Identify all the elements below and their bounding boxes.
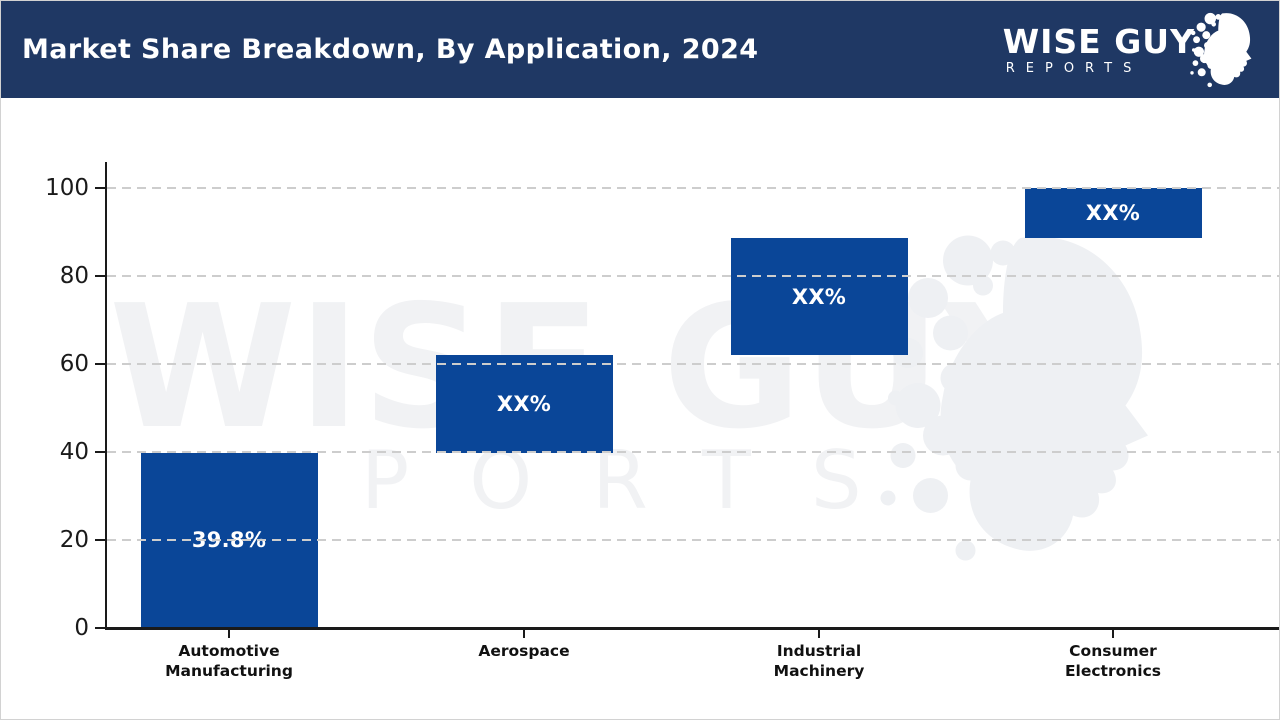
x-tick-mark [228,630,230,638]
bar-value-label: XX% [791,284,847,309]
wise-guy-reports-logo: WISE GUY REPORTS [1003,9,1267,91]
x-tick-mark [523,630,525,638]
chart-header: Market Share Breakdown, By Application, … [1,1,1279,98]
y-tick-label: 20 [59,527,89,553]
x-category-label: Automotive Manufacturing [165,642,293,680]
bar-value-label: XX% [1085,201,1141,226]
x-tick-mark [818,630,820,638]
gridline-y60 [107,363,1279,365]
logo-text: WISE GUY REPORTS [1003,25,1195,76]
y-tick-mark [95,363,105,365]
gridline-y80 [107,275,1279,277]
chart-title: Market Share Breakdown, By Application, … [22,34,759,65]
gridline-y100 [107,187,1279,189]
bar-industrial-machinery: XX% [730,238,908,356]
x-category-label: Aerospace [478,642,570,660]
y-tick-mark [95,451,105,453]
y-tick-mark [95,187,105,189]
x-category-label: Consumer Electronics [1064,642,1162,680]
y-tick-label: 0 [74,615,89,641]
y-tick-label: 100 [45,175,89,201]
logo-reports-label: REPORTS [1005,60,1143,76]
bar-value-label: XX% [496,392,552,417]
bar-aerospace: XX% [435,355,613,453]
x-axis-line [105,627,1279,630]
y-tick-mark [95,627,105,629]
y-tick-label: 60 [59,351,89,377]
gridline-y20 [107,539,1279,541]
y-axis-line [105,162,107,630]
x-category-label: Industrial Machinery [773,642,865,680]
x-tick-mark [1112,630,1114,638]
logo-wiseguy-label: WISE GUY [1002,21,1195,61]
y-tick-mark [95,539,105,541]
y-tick-label: 40 [59,439,89,465]
y-tick-label: 80 [59,263,89,289]
bar-consumer-electronics: XX% [1024,188,1202,239]
gridline-y40 [107,451,1279,453]
y-tick-mark [95,275,105,277]
watermark-ports-text: PORTS [361,434,922,527]
